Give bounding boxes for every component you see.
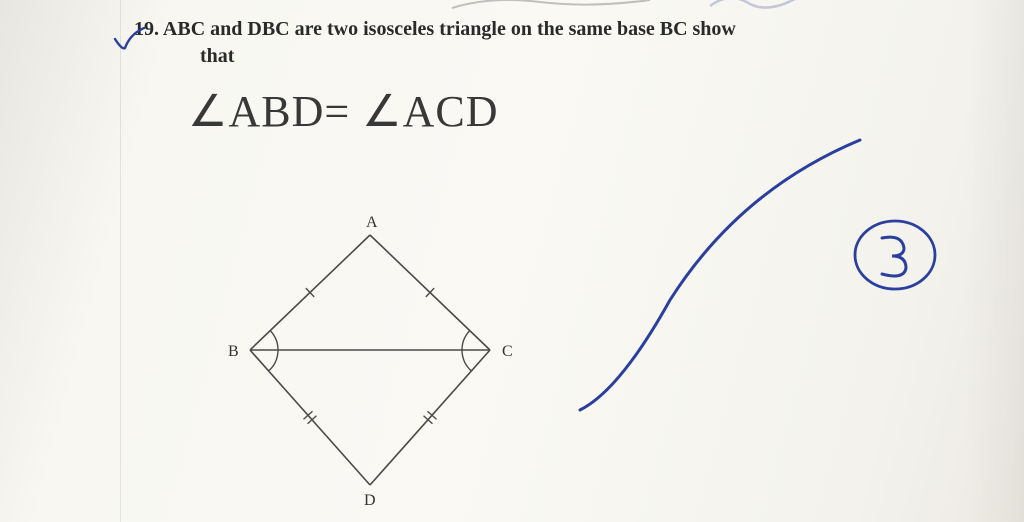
digit-3-glyph [882, 237, 906, 276]
page-curl-shadow [964, 0, 1024, 522]
equation-lhs: ∠ABD [188, 87, 324, 136]
question-text-line2: that [200, 45, 964, 68]
handwritten-tick-near-19 [110, 24, 150, 54]
worksheet-page: 19. ABC and DBC are two isosceles triang… [0, 0, 1024, 522]
question-body-1: ABC and DBC are two isosceles triangle o… [163, 18, 736, 40]
equals-sign: = [324, 87, 350, 136]
question-text-line1: 19. ABC and DBC are two isosceles triang… [170, 18, 964, 41]
svg-text:A: A [366, 214, 378, 231]
equation-rhs: ∠ACD [362, 87, 498, 136]
svg-text:C: C [502, 343, 513, 360]
large-checkmark [560, 130, 880, 430]
partial-scribble-above [700, 0, 820, 18]
partial-text-above [450, 0, 670, 18]
geometry-figure: A B C D [220, 210, 540, 510]
score-circle [840, 210, 950, 300]
svg-text:D: D [364, 492, 376, 509]
svg-text:B: B [228, 343, 239, 360]
triangle-diagram: A B C D [220, 210, 540, 510]
